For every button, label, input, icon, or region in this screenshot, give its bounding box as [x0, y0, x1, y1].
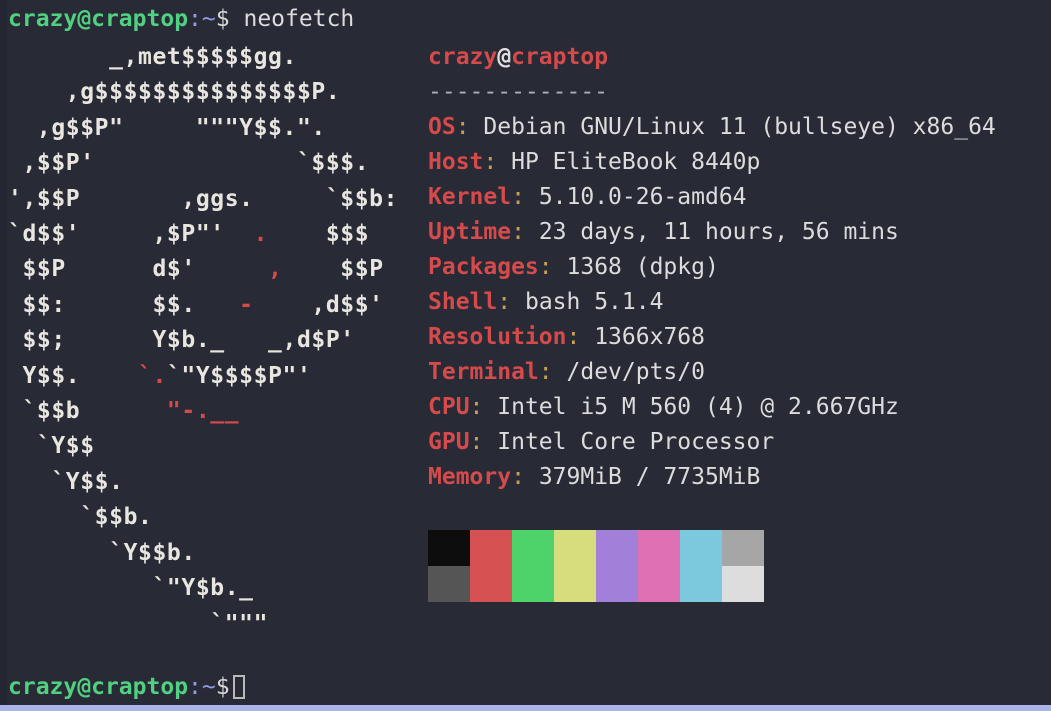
info-sep-gpu: : — [469, 429, 484, 455]
info-key-shell: Shell — [428, 289, 498, 315]
info-key-resolution: Resolution — [428, 324, 567, 350]
info-key-os: OS — [428, 114, 456, 140]
info-row-memory: Memory: 379MiB / 7735MiB — [428, 460, 996, 495]
info-value-gpu: Intel Core Processor — [497, 429, 775, 455]
info-row-resolution: Resolution: 1366x768 — [428, 320, 996, 355]
prompt-sigil: $ — [215, 674, 230, 700]
info-value-memory: 379MiB / 7735MiB — [538, 464, 761, 490]
palette-row-normal — [428, 530, 764, 566]
debian-logo-ascii-art: _,met$$$$$gg. ,g$$$$$$$$$$$$$$$P. ,g$$P"… — [8, 40, 398, 642]
palette-swatch-bright-4 — [596, 566, 638, 602]
ascii-line: _,met$$$$$gg. ,g$$$$$$$$$$$$$$$P. ,g$$P"… — [8, 44, 399, 637]
info-value-cpu: Intel i5 M 560 (4) @ 2.667GHz — [497, 394, 899, 420]
info-key-packages: Packages — [428, 254, 539, 280]
info-value-resolution: 1366x768 — [594, 324, 705, 350]
info-value-host: HP EliteBook 8440p — [511, 149, 761, 175]
info-key-terminal: Terminal — [428, 359, 539, 385]
prompt-line-command: crazy@craptop:~$ neofetch — [8, 2, 354, 37]
info-key-kernel: Kernel — [428, 184, 512, 210]
info-sep-terminal: : — [538, 359, 553, 385]
info-row-uptime: Uptime: 23 days, 11 hours, 56 mins — [428, 215, 996, 250]
prompt-sigil: $ — [215, 6, 230, 32]
palette-swatch-normal-7 — [722, 530, 764, 566]
info-sep-resolution: : — [566, 324, 581, 350]
neofetch-info-panel: crazy@craptop ------------- OS: Debian G… — [428, 40, 996, 495]
info-key-gpu: GPU — [428, 429, 470, 455]
info-key-host: Host — [428, 149, 484, 175]
prompt-line-active[interactable]: crazy@craptop:~$ — [8, 670, 245, 705]
info-sep-os: : — [455, 114, 470, 140]
prompt-at: @ — [77, 674, 92, 700]
info-row-kernel: Kernel: 5.10.0-26-amd64 — [428, 180, 996, 215]
info-key-uptime: Uptime — [428, 219, 512, 245]
info-value-uptime: 23 days, 11 hours, 56 mins — [538, 219, 899, 245]
info-key-memory: Memory — [428, 464, 512, 490]
prompt-colon: : — [188, 6, 202, 32]
info-row-os: OS: Debian GNU/Linux 11 (bullseye) x86_6… — [428, 110, 996, 145]
terminal-left-gutter — [0, 0, 7, 705]
info-sep-shell: : — [497, 289, 512, 315]
info-row-gpu: GPU: Intel Core Processor — [428, 425, 996, 460]
prompt-path: ~ — [201, 6, 216, 32]
palette-swatch-normal-4 — [596, 530, 638, 566]
palette-swatch-bright-2 — [512, 566, 554, 602]
prompt-colon: : — [188, 674, 202, 700]
info-rule-text: ------------- — [428, 79, 609, 105]
info-sep-cpu: : — [469, 394, 484, 420]
info-row-packages: Packages: 1368 (dpkg) — [428, 250, 996, 285]
prompt-host: craptop — [91, 674, 189, 700]
prompt-at: @ — [77, 6, 92, 32]
info-value-os: Debian GNU/Linux 11 (bullseye) x86_64 — [483, 114, 996, 140]
info-sep-host: : — [483, 149, 498, 175]
palette-swatch-bright-0 — [428, 566, 470, 602]
palette-swatch-normal-1 — [470, 530, 512, 566]
info-row-terminal: Terminal: /dev/pts/0 — [428, 355, 996, 390]
palette-swatch-bright-5 — [638, 566, 680, 602]
info-row-shell: Shell: bash 5.1.4 — [428, 285, 996, 320]
command-text: neofetch — [243, 6, 355, 32]
prompt-user: crazy — [8, 6, 78, 32]
palette-swatch-bright-6 — [680, 566, 722, 602]
info-row-host: Host: HP EliteBook 8440p — [428, 145, 996, 180]
info-title-host: craptop — [511, 44, 609, 70]
palette-swatch-normal-5 — [638, 530, 680, 566]
prompt-host: craptop — [91, 6, 189, 32]
info-sep-uptime: : — [511, 219, 525, 245]
info-sep-packages: : — [538, 254, 553, 280]
palette-swatch-normal-3 — [554, 530, 596, 566]
palette-swatch-normal-6 — [680, 530, 722, 566]
info-key-cpu: CPU — [428, 394, 470, 420]
info-row-cpu: CPU: Intel i5 M 560 (4) @ 2.667GHz — [428, 390, 996, 425]
prompt-path: ~ — [201, 674, 216, 700]
info-title-rule: ------------- — [428, 75, 996, 110]
block-cursor-icon[interactable] — [232, 675, 245, 699]
palette-swatch-bright-1 — [470, 566, 512, 602]
info-title-row: crazy@craptop — [428, 40, 996, 75]
info-value-packages: 1368 (dpkg) — [566, 254, 719, 280]
prompt-command: neofetch — [230, 6, 355, 32]
info-value-terminal: /dev/pts/0 — [566, 359, 705, 385]
info-title-user: crazy — [428, 44, 498, 70]
ansi-color-palette — [428, 530, 764, 602]
info-sep-kernel: : — [511, 184, 525, 210]
palette-swatch-normal-2 — [512, 530, 554, 566]
window-bottom-border — [0, 705, 1051, 711]
palette-swatch-normal-0 — [428, 530, 470, 566]
info-title-at: @ — [497, 44, 512, 70]
palette-swatch-bright-3 — [554, 566, 596, 602]
palette-row-bright — [428, 566, 764, 602]
palette-swatch-bright-7 — [722, 566, 764, 602]
prompt-user: crazy — [8, 674, 78, 700]
info-sep-memory: : — [511, 464, 525, 490]
info-value-kernel: 5.10.0-26-amd64 — [538, 184, 747, 210]
info-value-shell: bash 5.1.4 — [524, 289, 664, 315]
